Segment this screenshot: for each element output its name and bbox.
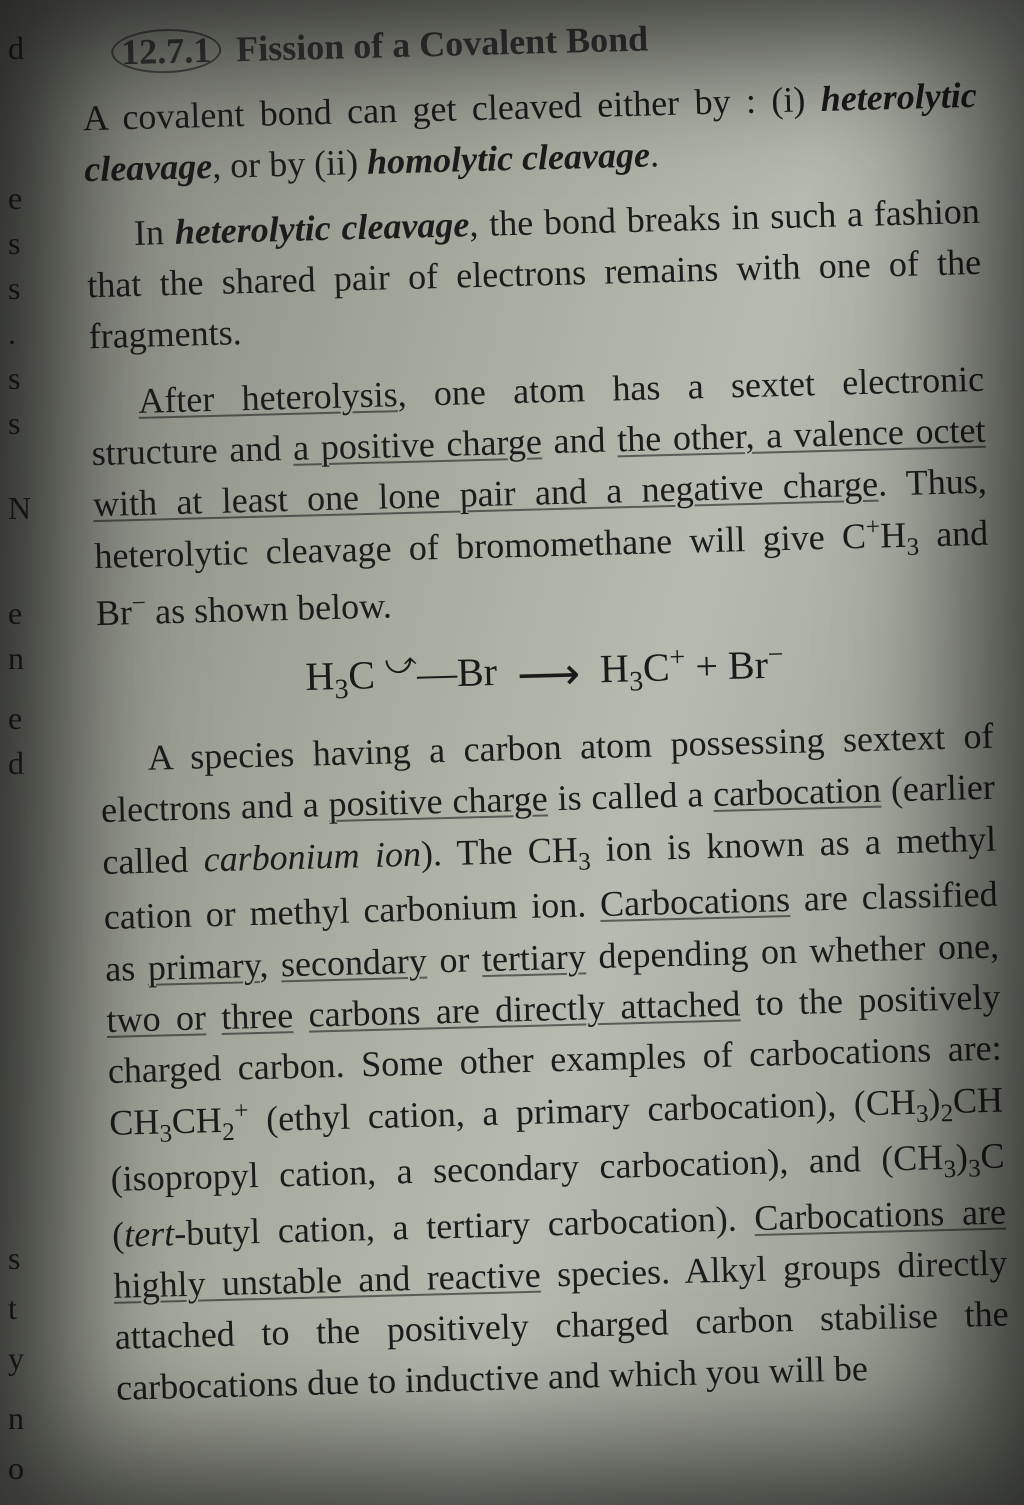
paragraph-3: After heterolysis, one atom has a sextet…: [90, 353, 991, 639]
paragraph-2: In heterolytic cleavage, the bond breaks…: [85, 186, 983, 363]
chemical-equation: H3C ⤻ —Br ⟶ H3C+ + Br−: [97, 634, 992, 713]
page-content: 12.7.1 Fission of a Covalent Bond A cova…: [0, 0, 1024, 1416]
curved-arrow-icon: ⤻: [384, 647, 417, 681]
margin-char: s: [8, 1240, 20, 1277]
reaction-arrow-icon: ⟶: [516, 649, 580, 700]
margin-char: t: [8, 1290, 17, 1327]
section-title: Fission of a Covalent Bond: [236, 18, 649, 69]
margin-char: o: [8, 1450, 24, 1487]
section-heading: 12.7.1 Fission of a Covalent Bond: [81, 8, 976, 75]
section-number: 12.7.1: [111, 28, 222, 75]
paragraph-1: A covalent bond can get cleaved either b…: [82, 70, 978, 196]
paragraph-4: A species having a carbon atom possessin…: [99, 711, 1010, 1414]
margin-char: n: [8, 1400, 24, 1437]
margin-char: y: [8, 1340, 24, 1377]
